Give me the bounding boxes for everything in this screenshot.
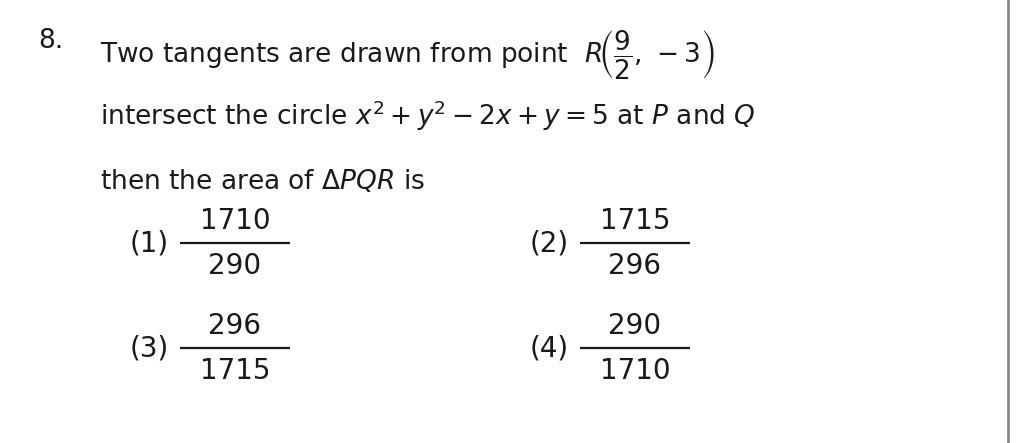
Text: 290: 290 xyxy=(608,312,662,340)
Text: 1710: 1710 xyxy=(200,207,270,235)
Text: then the area of $\Delta PQR$ is: then the area of $\Delta PQR$ is xyxy=(100,168,425,195)
Text: 290: 290 xyxy=(209,252,261,280)
Text: 8.: 8. xyxy=(38,28,63,54)
Text: (1): (1) xyxy=(130,229,169,257)
Text: 1715: 1715 xyxy=(200,357,270,385)
Text: (2): (2) xyxy=(530,229,569,257)
Text: 1715: 1715 xyxy=(600,207,671,235)
Text: (4): (4) xyxy=(530,334,569,362)
Text: intersect the circle $x^2 + y^2 - 2x + y = 5$ at $P$ and $Q$: intersect the circle $x^2 + y^2 - 2x + y… xyxy=(100,98,756,132)
Text: (3): (3) xyxy=(130,334,169,362)
Text: 296: 296 xyxy=(209,312,261,340)
Text: 1710: 1710 xyxy=(600,357,671,385)
Text: Two tangents are drawn from point  $R\!\left(\dfrac{9}{2},\,-3\right)$: Two tangents are drawn from point $R\!\l… xyxy=(100,28,715,81)
Text: 296: 296 xyxy=(608,252,662,280)
